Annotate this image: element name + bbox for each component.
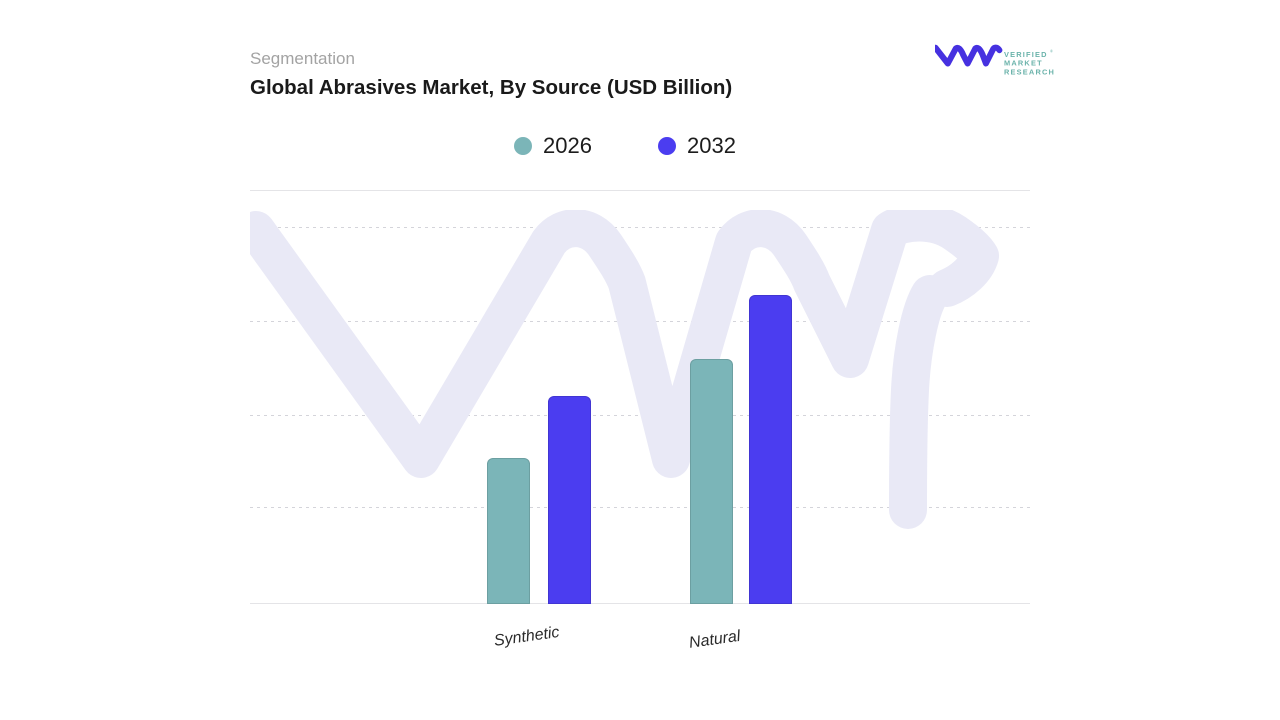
svg-text:®: ®	[1050, 49, 1053, 54]
svg-text:VERIFIED: VERIFIED	[1004, 50, 1048, 59]
svg-text:MARKET: MARKET	[1004, 59, 1043, 68]
svg-text:RESEARCH: RESEARCH	[1004, 68, 1055, 77]
